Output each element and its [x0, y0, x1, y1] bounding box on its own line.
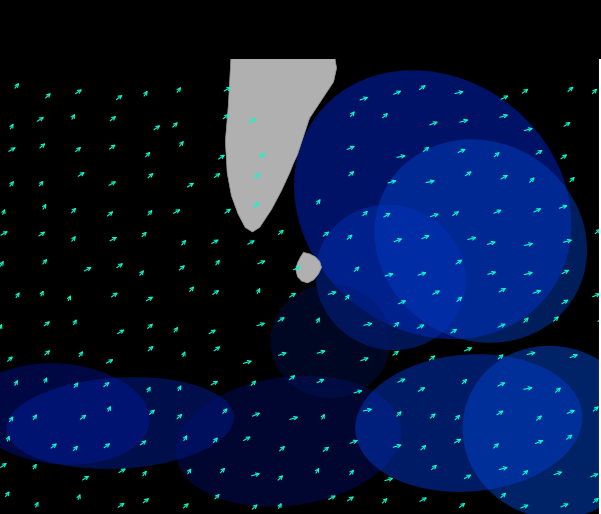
Text: Secondary Swell energy on Thursday 20 Mar at 2am +05: Secondary Swell energy on Thursday 20 Ma…	[42, 9, 559, 27]
Ellipse shape	[294, 70, 572, 339]
Text: Arrows show the wind wave direction: Arrows show the wind wave direction	[171, 39, 430, 53]
Ellipse shape	[7, 377, 234, 469]
Ellipse shape	[374, 139, 587, 343]
Ellipse shape	[270, 284, 391, 398]
Polygon shape	[296, 252, 322, 283]
Ellipse shape	[355, 354, 582, 492]
Ellipse shape	[463, 346, 601, 514]
Ellipse shape	[316, 205, 466, 350]
Polygon shape	[225, 50, 337, 232]
Ellipse shape	[176, 376, 401, 507]
Ellipse shape	[0, 363, 150, 465]
